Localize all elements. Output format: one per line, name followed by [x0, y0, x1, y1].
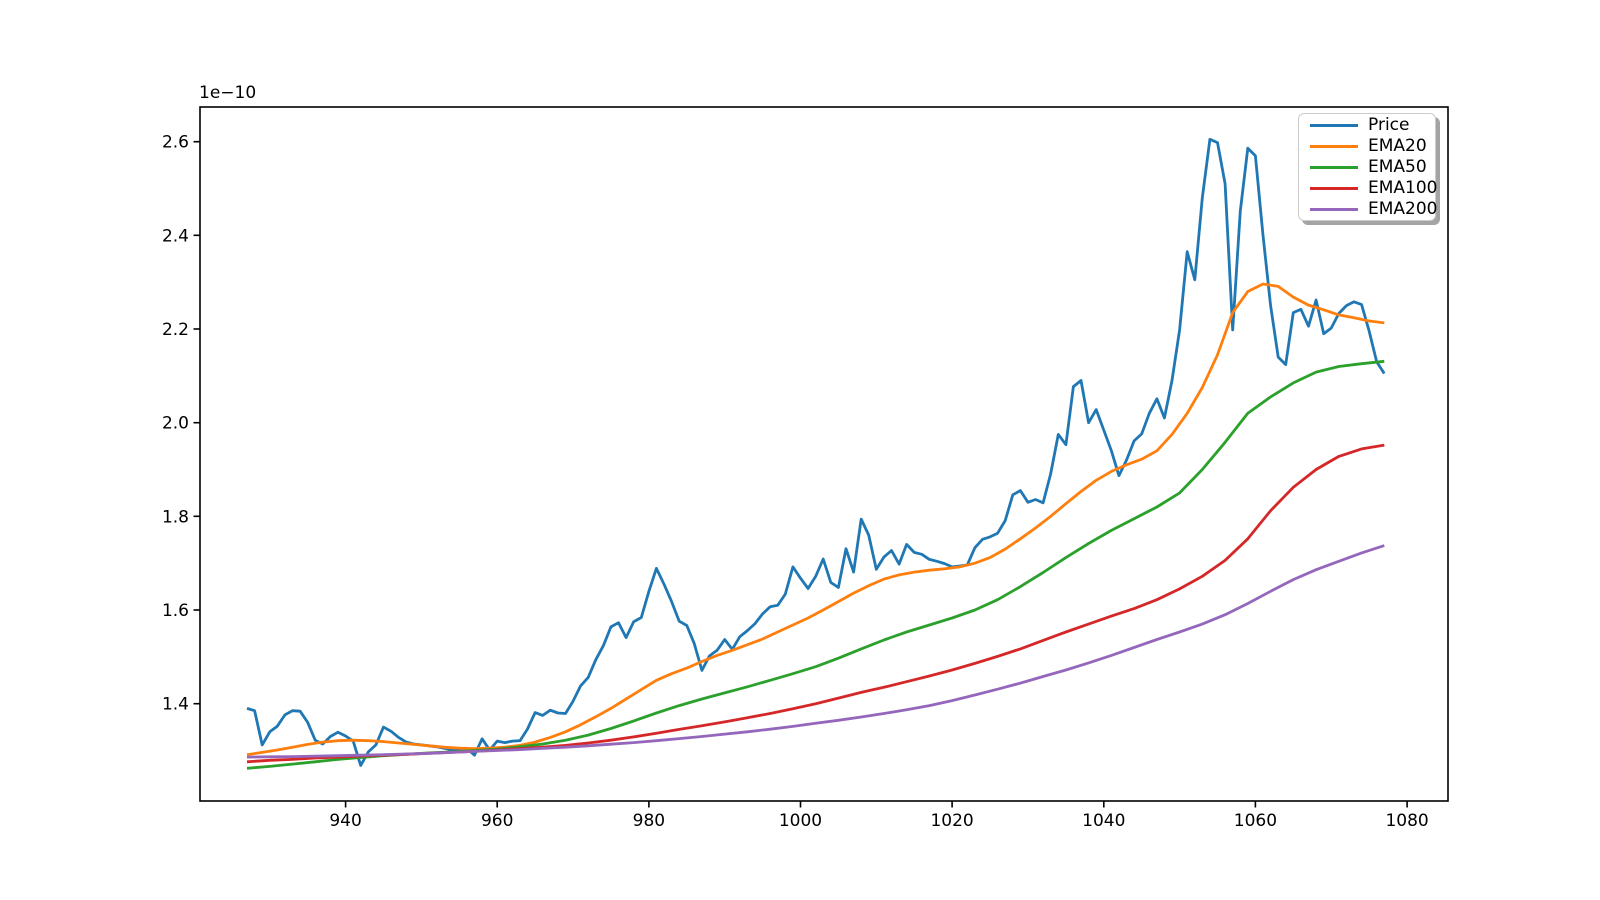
- legend-label-ema50: EMA50: [1368, 156, 1427, 177]
- axes-frame: [199, 106, 1449, 802]
- x-tick-label: 1060: [1234, 811, 1277, 831]
- y-axis-offset-label: 1e−10: [199, 83, 257, 103]
- x-tick-label: 960: [481, 811, 513, 831]
- series-line-ema50: [246, 359, 1385, 770]
- legend-item-ema20: EMA20: [1310, 136, 1435, 157]
- legend-label-ema200: EMA200: [1368, 198, 1438, 219]
- legend-item-price: Price: [1310, 115, 1435, 136]
- x-tick-label: 980: [633, 811, 665, 831]
- ema200-line-icon: [1310, 207, 1358, 211]
- y-tick-label: 1.8: [162, 507, 189, 527]
- ema20-line-icon: [1310, 144, 1358, 148]
- series-line-ema100: [246, 443, 1385, 764]
- legend-item-ema200: EMA200: [1310, 198, 1438, 220]
- legend-label-ema100: EMA100: [1368, 177, 1438, 198]
- y-tick-label: 1.6: [162, 601, 189, 621]
- y-tick-label: 2.0: [162, 414, 189, 434]
- series-line-ema200: [246, 544, 1385, 759]
- legend: Price EMA20 EMA50 EMA100 EMA200: [1298, 113, 1438, 221]
- y-tick-label: 1.4: [162, 695, 189, 715]
- y-tick-label: 2.4: [162, 226, 189, 246]
- price-line-icon: [1310, 123, 1358, 127]
- legend-label-ema20: EMA20: [1368, 135, 1427, 156]
- y-tick-label: 2.2: [162, 320, 189, 340]
- x-tick-label: 1020: [930, 811, 973, 831]
- x-tick-label: 1080: [1385, 811, 1428, 831]
- x-tick-label: 1000: [779, 811, 822, 831]
- x-tick-label: 940: [329, 811, 361, 831]
- x-tick-label: 1040: [1082, 811, 1125, 831]
- legend-label-price: Price: [1368, 114, 1410, 135]
- ema50-line-icon: [1310, 165, 1358, 169]
- legend-item-ema50: EMA50: [1310, 157, 1435, 178]
- series-line-price: [246, 137, 1386, 767]
- series-line-ema20: [246, 282, 1385, 757]
- y-tick-label: 2.6: [162, 133, 189, 153]
- ema100-line-icon: [1310, 186, 1358, 190]
- legend-item-ema100: EMA100: [1310, 177, 1438, 199]
